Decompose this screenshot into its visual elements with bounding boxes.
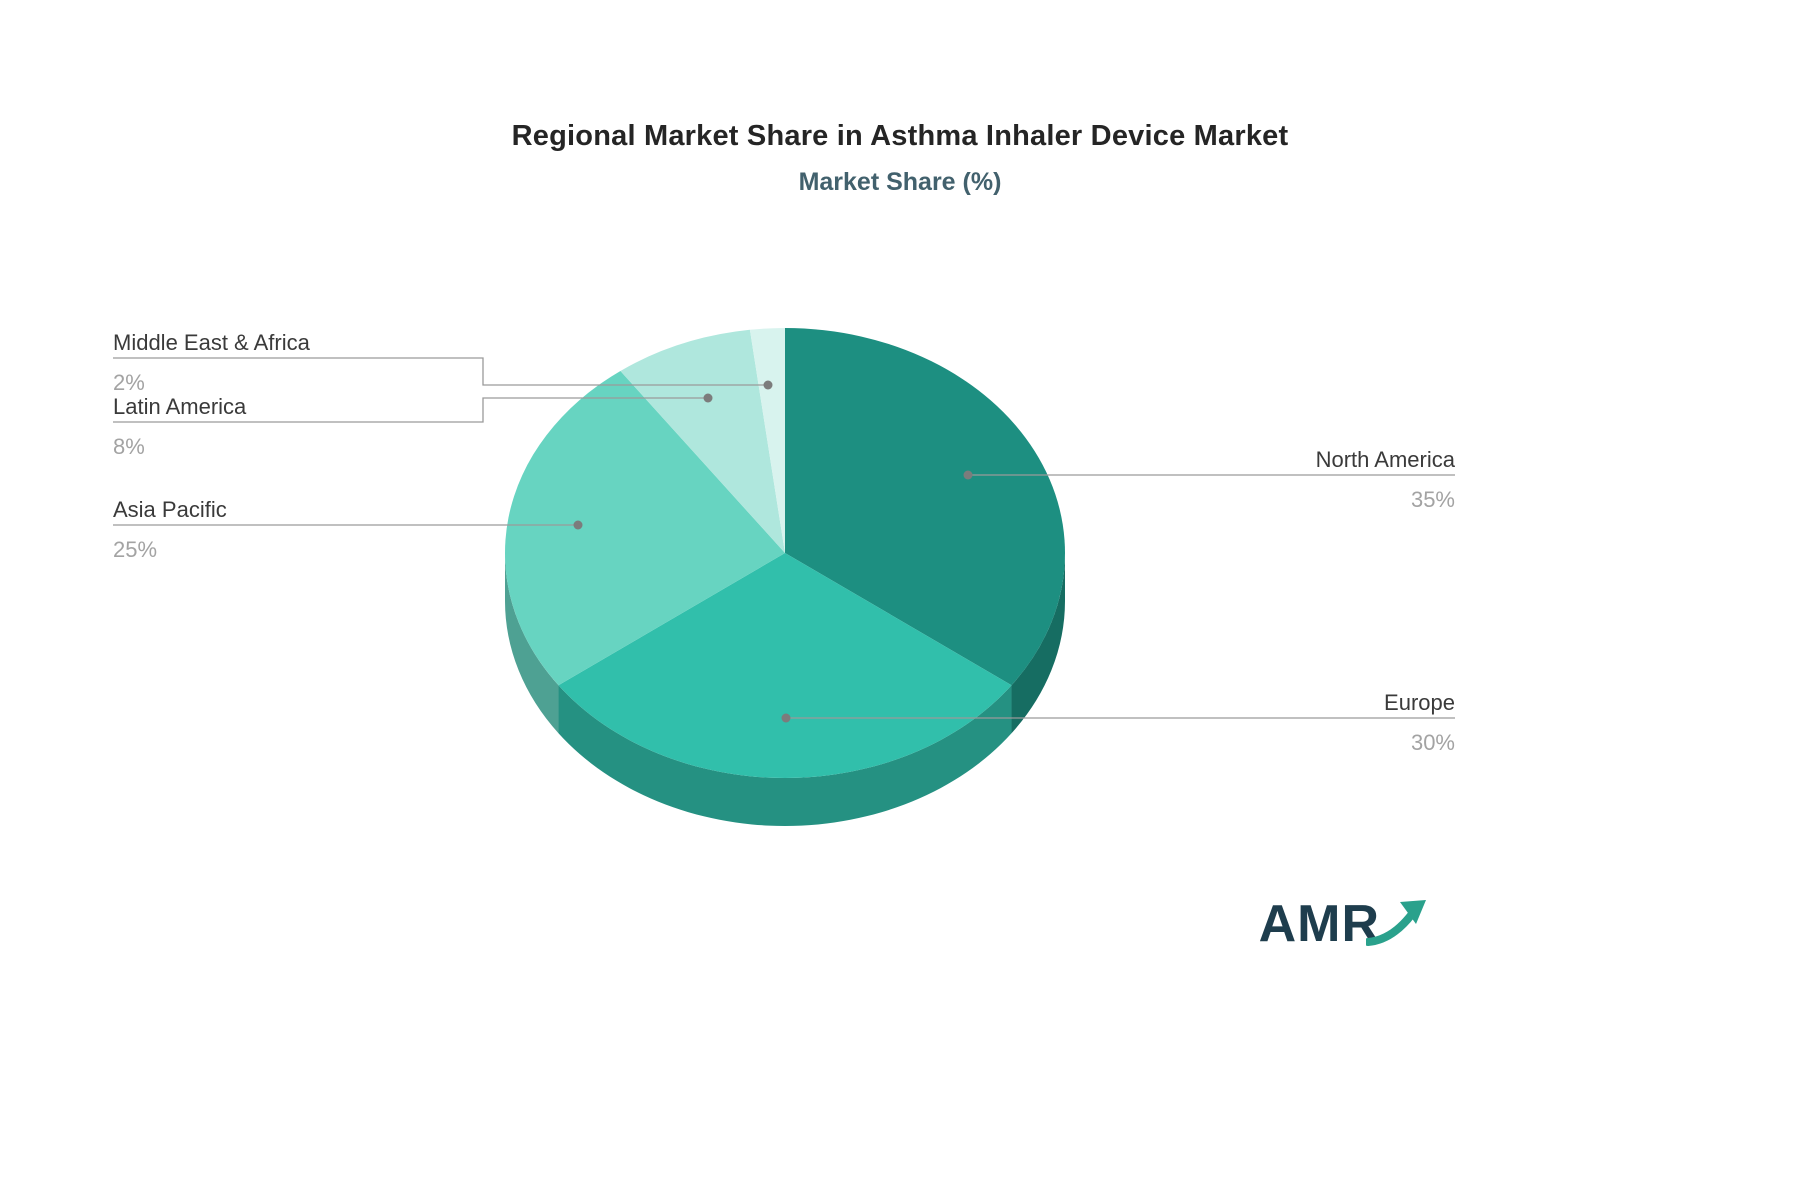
leader-dot-north-america	[963, 470, 973, 480]
pie-slice-wall-north-america	[1011, 553, 1065, 734]
pie-slice-europe	[558, 553, 1012, 779]
pie-slice-middle-east-africa	[749, 328, 785, 553]
slice-label-latin-america: Latin America 8%	[113, 394, 246, 460]
chart-subtitle: Market Share (%)	[798, 168, 1002, 196]
leader-dot-europe	[781, 713, 791, 723]
chart-title: Regional Market Share in Asthma Inhaler …	[511, 120, 1289, 152]
slice-value: 2%	[113, 370, 145, 395]
amr-logo-text: AMR	[1258, 895, 1380, 953]
leader-dot-middle-east-africa	[763, 380, 773, 390]
pie-slice-north-america	[785, 328, 1065, 686]
slice-value: 8%	[113, 434, 145, 459]
slice-label-europe: Europe 30%	[1384, 690, 1455, 756]
slice-label-middle-east-africa: Middle East & Africa 2%	[113, 330, 310, 396]
slice-value: 35%	[1410, 487, 1455, 512]
amr-logo-arrow-icon	[1366, 900, 1426, 946]
slice-name: Middle East & Africa	[113, 330, 310, 355]
leader-line-latin-america	[113, 397, 708, 423]
slice-name: Europe	[1384, 690, 1455, 715]
pie-slice-wall-asia-pacific	[505, 553, 559, 734]
slice-name: Latin America	[113, 394, 247, 419]
slice-value: 30%	[1410, 730, 1455, 755]
pie-slice-wall-europe	[558, 685, 1012, 827]
slice-label-asia-pacific: Asia Pacific 25%	[113, 497, 227, 563]
leader-dot-asia-pacific	[573, 520, 583, 530]
amr-logo: AMR	[1259, 898, 1430, 950]
slice-name: Asia Pacific	[113, 497, 227, 522]
leader-dot-latin-america	[703, 393, 713, 403]
slice-value: 25%	[113, 537, 158, 562]
slice-name: North America	[1315, 447, 1455, 472]
leader-line-middle-east-africa	[113, 357, 768, 386]
slice-label-north-america: North America 35%	[1316, 447, 1455, 513]
pie-slice-asia-pacific	[504, 370, 785, 686]
